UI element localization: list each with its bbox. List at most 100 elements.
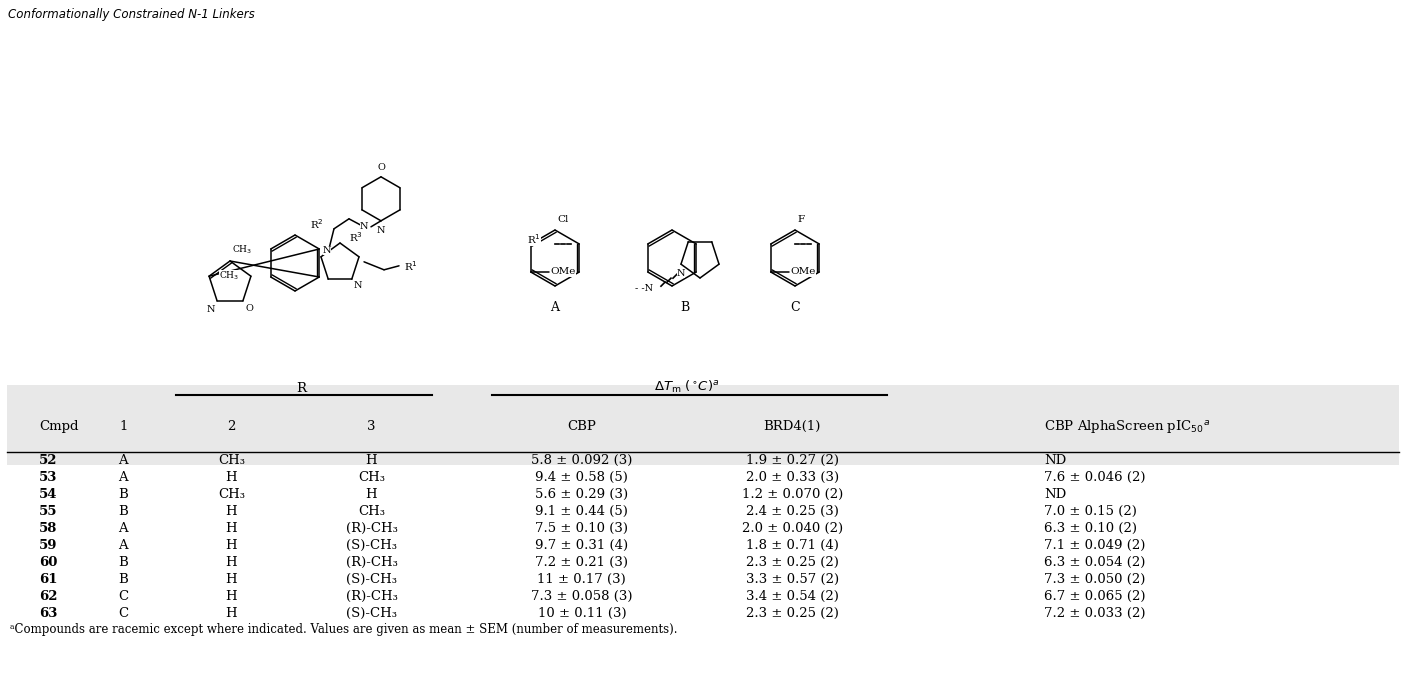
Text: N: N	[360, 222, 369, 231]
Text: 1.8 ± 0.71 (4): 1.8 ± 0.71 (4)	[746, 539, 838, 552]
Text: (S)-CH₃: (S)-CH₃	[346, 539, 397, 552]
Text: B: B	[119, 505, 128, 518]
Text: 6.3 ± 0.054 (2): 6.3 ± 0.054 (2)	[1044, 556, 1145, 569]
Text: CH₃: CH₃	[358, 471, 386, 484]
Text: R: R	[296, 382, 307, 395]
Text: 60: 60	[39, 556, 57, 569]
Text: (S)-CH₃: (S)-CH₃	[346, 607, 397, 620]
Text: H: H	[366, 454, 377, 467]
Text: OMe: OMe	[551, 268, 576, 277]
Text: 7.5 ± 0.10 (3): 7.5 ± 0.10 (3)	[536, 522, 628, 535]
Text: CH$_3$: CH$_3$	[219, 270, 238, 283]
Text: 2.3 ± 0.25 (2): 2.3 ± 0.25 (2)	[746, 556, 838, 569]
Text: 53: 53	[39, 471, 57, 484]
Text: (R)-CH₃: (R)-CH₃	[345, 556, 398, 569]
Text: 62: 62	[39, 590, 57, 603]
Text: (S)-CH₃: (S)-CH₃	[346, 573, 397, 586]
Text: OMe: OMe	[791, 268, 816, 277]
Bar	[7, 384, 1399, 464]
Text: 7.6 ± 0.046 (2): 7.6 ± 0.046 (2)	[1044, 471, 1145, 484]
Text: H: H	[226, 539, 237, 552]
Text: (R)-CH₃: (R)-CH₃	[345, 522, 398, 535]
Text: 5.6 ± 0.29 (3): 5.6 ± 0.29 (3)	[536, 488, 628, 501]
Text: 2: 2	[227, 420, 236, 433]
Text: CH₃: CH₃	[358, 505, 386, 518]
Text: 7.3 ± 0.050 (2): 7.3 ± 0.050 (2)	[1044, 573, 1145, 586]
Text: CH₃: CH₃	[217, 454, 245, 467]
Text: Conformationally Constrained N-1 Linkers: Conformationally Constrained N-1 Linkers	[8, 8, 255, 21]
Text: 58: 58	[39, 522, 57, 535]
Text: A: A	[551, 301, 559, 314]
Text: R$^1$: R$^1$	[527, 232, 541, 246]
Text: Cl: Cl	[557, 215, 568, 224]
Text: 3.3 ± 0.57 (2): 3.3 ± 0.57 (2)	[746, 573, 838, 586]
Text: 1.9 ± 0.27 (2): 1.9 ± 0.27 (2)	[746, 454, 838, 467]
Text: 59: 59	[39, 539, 57, 552]
Text: N: N	[322, 246, 331, 255]
Text: 61: 61	[39, 573, 57, 586]
Text: H: H	[226, 556, 237, 569]
Text: 7.2 ± 0.21 (3): 7.2 ± 0.21 (3)	[536, 556, 628, 569]
Text: H: H	[366, 488, 377, 501]
Text: N: N	[377, 226, 386, 235]
Text: (R)-CH₃: (R)-CH₃	[345, 590, 398, 603]
Text: 9.4 ± 0.58 (5): 9.4 ± 0.58 (5)	[536, 471, 628, 484]
Text: H: H	[226, 573, 237, 586]
Text: 6.3 ± 0.10 (2): 6.3 ± 0.10 (2)	[1044, 522, 1137, 535]
Text: C: C	[118, 607, 129, 620]
Text: 1.2 ± 0.070 (2): 1.2 ± 0.070 (2)	[742, 488, 843, 501]
Text: ND: ND	[1044, 488, 1067, 501]
Text: 11 ± 0.17 (3): 11 ± 0.17 (3)	[537, 573, 627, 586]
Text: 2.3 ± 0.25 (2): 2.3 ± 0.25 (2)	[746, 607, 838, 620]
Text: A: A	[119, 522, 128, 535]
Text: CH₃: CH₃	[217, 488, 245, 501]
Text: 54: 54	[39, 488, 57, 501]
Text: 2.4 ± 0.25 (3): 2.4 ± 0.25 (3)	[746, 505, 838, 518]
Text: H: H	[226, 471, 237, 484]
Text: N: N	[206, 305, 215, 314]
Text: A: A	[119, 539, 128, 552]
Text: H: H	[226, 522, 237, 535]
Text: R$^3$: R$^3$	[349, 230, 363, 243]
Text: F: F	[796, 215, 805, 224]
Text: A: A	[119, 471, 128, 484]
Text: BRD4(1): BRD4(1)	[764, 420, 820, 433]
Text: CBP AlphaScreen pIC$_{50}$$^a$: CBP AlphaScreen pIC$_{50}$$^a$	[1044, 418, 1211, 435]
Text: 2.0 ± 0.040 (2): 2.0 ± 0.040 (2)	[742, 522, 843, 535]
Text: 6.7 ± 0.065 (2): 6.7 ± 0.065 (2)	[1044, 590, 1145, 603]
Text: 7.0 ± 0.15 (2): 7.0 ± 0.15 (2)	[1044, 505, 1137, 518]
Text: 5.8 ± 0.092 (3): 5.8 ± 0.092 (3)	[531, 454, 632, 467]
Text: - -N: - -N	[635, 283, 653, 293]
Text: 2.0 ± 0.33 (3): 2.0 ± 0.33 (3)	[746, 471, 838, 484]
Text: 1: 1	[119, 420, 128, 433]
Text: H: H	[226, 590, 237, 603]
Text: 55: 55	[39, 505, 57, 518]
Text: B: B	[119, 488, 128, 501]
Text: ᵃCompounds are racemic except where indicated. Values are given as mean ± SEM (n: ᵃCompounds are racemic except where indi…	[10, 622, 677, 636]
Text: 10 ± 0.11 (3): 10 ± 0.11 (3)	[537, 607, 627, 620]
Text: Cmpd: Cmpd	[39, 420, 79, 433]
Text: ND: ND	[1044, 454, 1067, 467]
Text: O: O	[377, 163, 386, 172]
Text: 7.3 ± 0.058 (3): 7.3 ± 0.058 (3)	[531, 590, 632, 603]
Text: R$^2$: R$^2$	[310, 217, 324, 231]
Text: R$^1$: R$^1$	[404, 259, 418, 273]
Text: C: C	[118, 590, 129, 603]
Text: 9.7 ± 0.31 (4): 9.7 ± 0.31 (4)	[536, 539, 628, 552]
Text: A: A	[119, 454, 128, 467]
Text: CH$_3$: CH$_3$	[231, 243, 252, 256]
Text: C: C	[791, 301, 799, 314]
Text: 9.1 ± 0.44 (5): 9.1 ± 0.44 (5)	[536, 505, 628, 518]
Text: 63: 63	[39, 607, 57, 620]
Text: 7.1 ± 0.049 (2): 7.1 ± 0.049 (2)	[1044, 539, 1145, 552]
Text: 52: 52	[39, 454, 57, 467]
Text: N: N	[677, 269, 686, 278]
Text: O: O	[245, 304, 254, 313]
Text: B: B	[119, 573, 128, 586]
Text: H: H	[226, 607, 237, 620]
Text: B: B	[119, 556, 128, 569]
Text: B: B	[680, 301, 690, 314]
Text: H: H	[226, 505, 237, 518]
Text: 3: 3	[367, 420, 376, 433]
Text: 7.2 ± 0.033 (2): 7.2 ± 0.033 (2)	[1044, 607, 1145, 620]
